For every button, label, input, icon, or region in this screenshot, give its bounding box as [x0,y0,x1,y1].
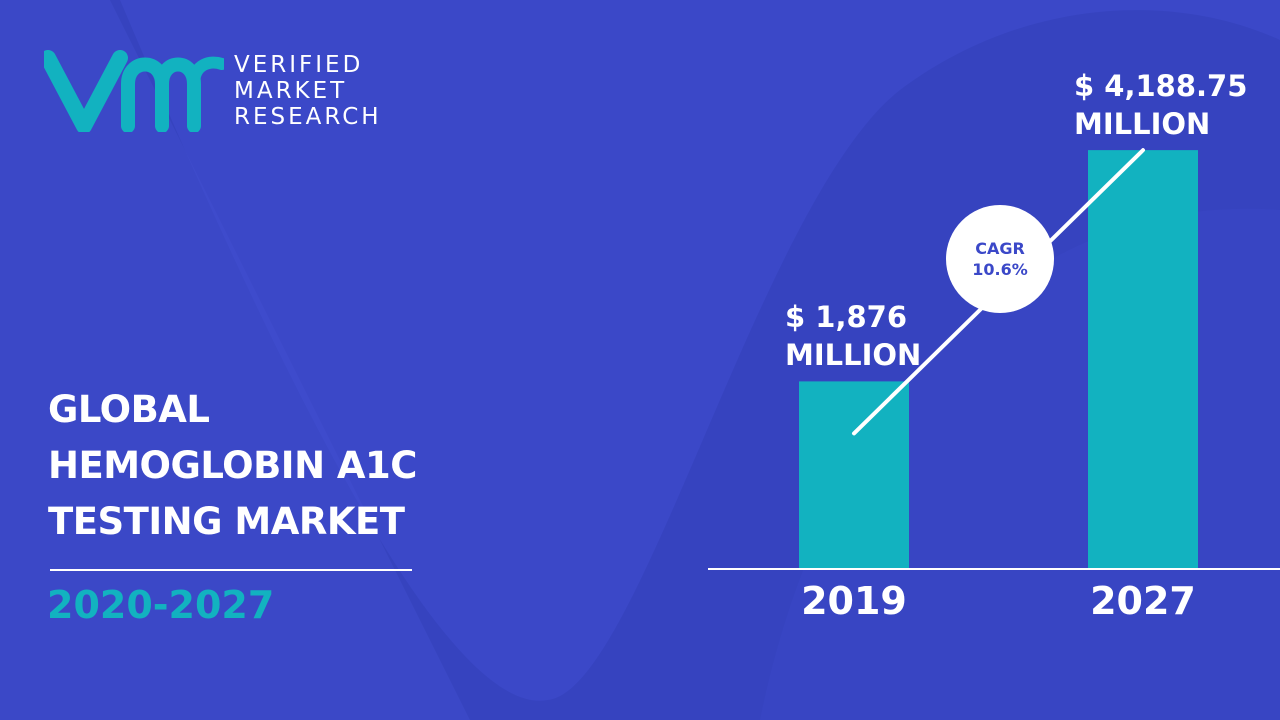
brand-line-3: RESEARCH [234,104,382,130]
background-v-highlight [0,0,470,720]
report-title: GLOBAL HEMOGLOBIN A1C TESTING MARKET [48,382,417,550]
cagr-label: CAGR [975,239,1025,258]
bar-2027 [1088,150,1198,569]
bar-2019 [799,381,909,569]
bar-value-unit: MILLION [785,338,922,373]
x-tick-label-2019: 2019 [801,579,907,623]
brand-line-1: VERIFIED [234,52,364,78]
vmr-logo-icon [44,50,224,132]
cagr-value: 10.6% [972,260,1028,279]
bar-value-label-2027: $ 4,188.75 MILLION [1074,67,1247,143]
bar-value-amount: $ 1,876 [785,300,908,335]
brand-line-2: MARKET [234,78,348,104]
bar-value-unit: MILLION [1074,107,1211,142]
x-tick-label-2027: 2027 [1090,579,1196,623]
bar-value-amount: $ 4,188.75 [1074,69,1248,104]
title-line-2: HEMOGLOBIN A1C [48,444,417,487]
bar-value-label-2019: $ 1,876 MILLION [785,298,921,374]
title-line-1: GLOBAL [48,388,210,431]
title-divider [50,569,412,571]
brand-name: VERIFIED MARKET RESEARCH [234,52,382,130]
title-line-3: TESTING MARKET [48,500,405,543]
forecast-period: 2020-2027 [47,583,275,627]
cagr-badge: CAGR 10.6% [946,205,1054,313]
